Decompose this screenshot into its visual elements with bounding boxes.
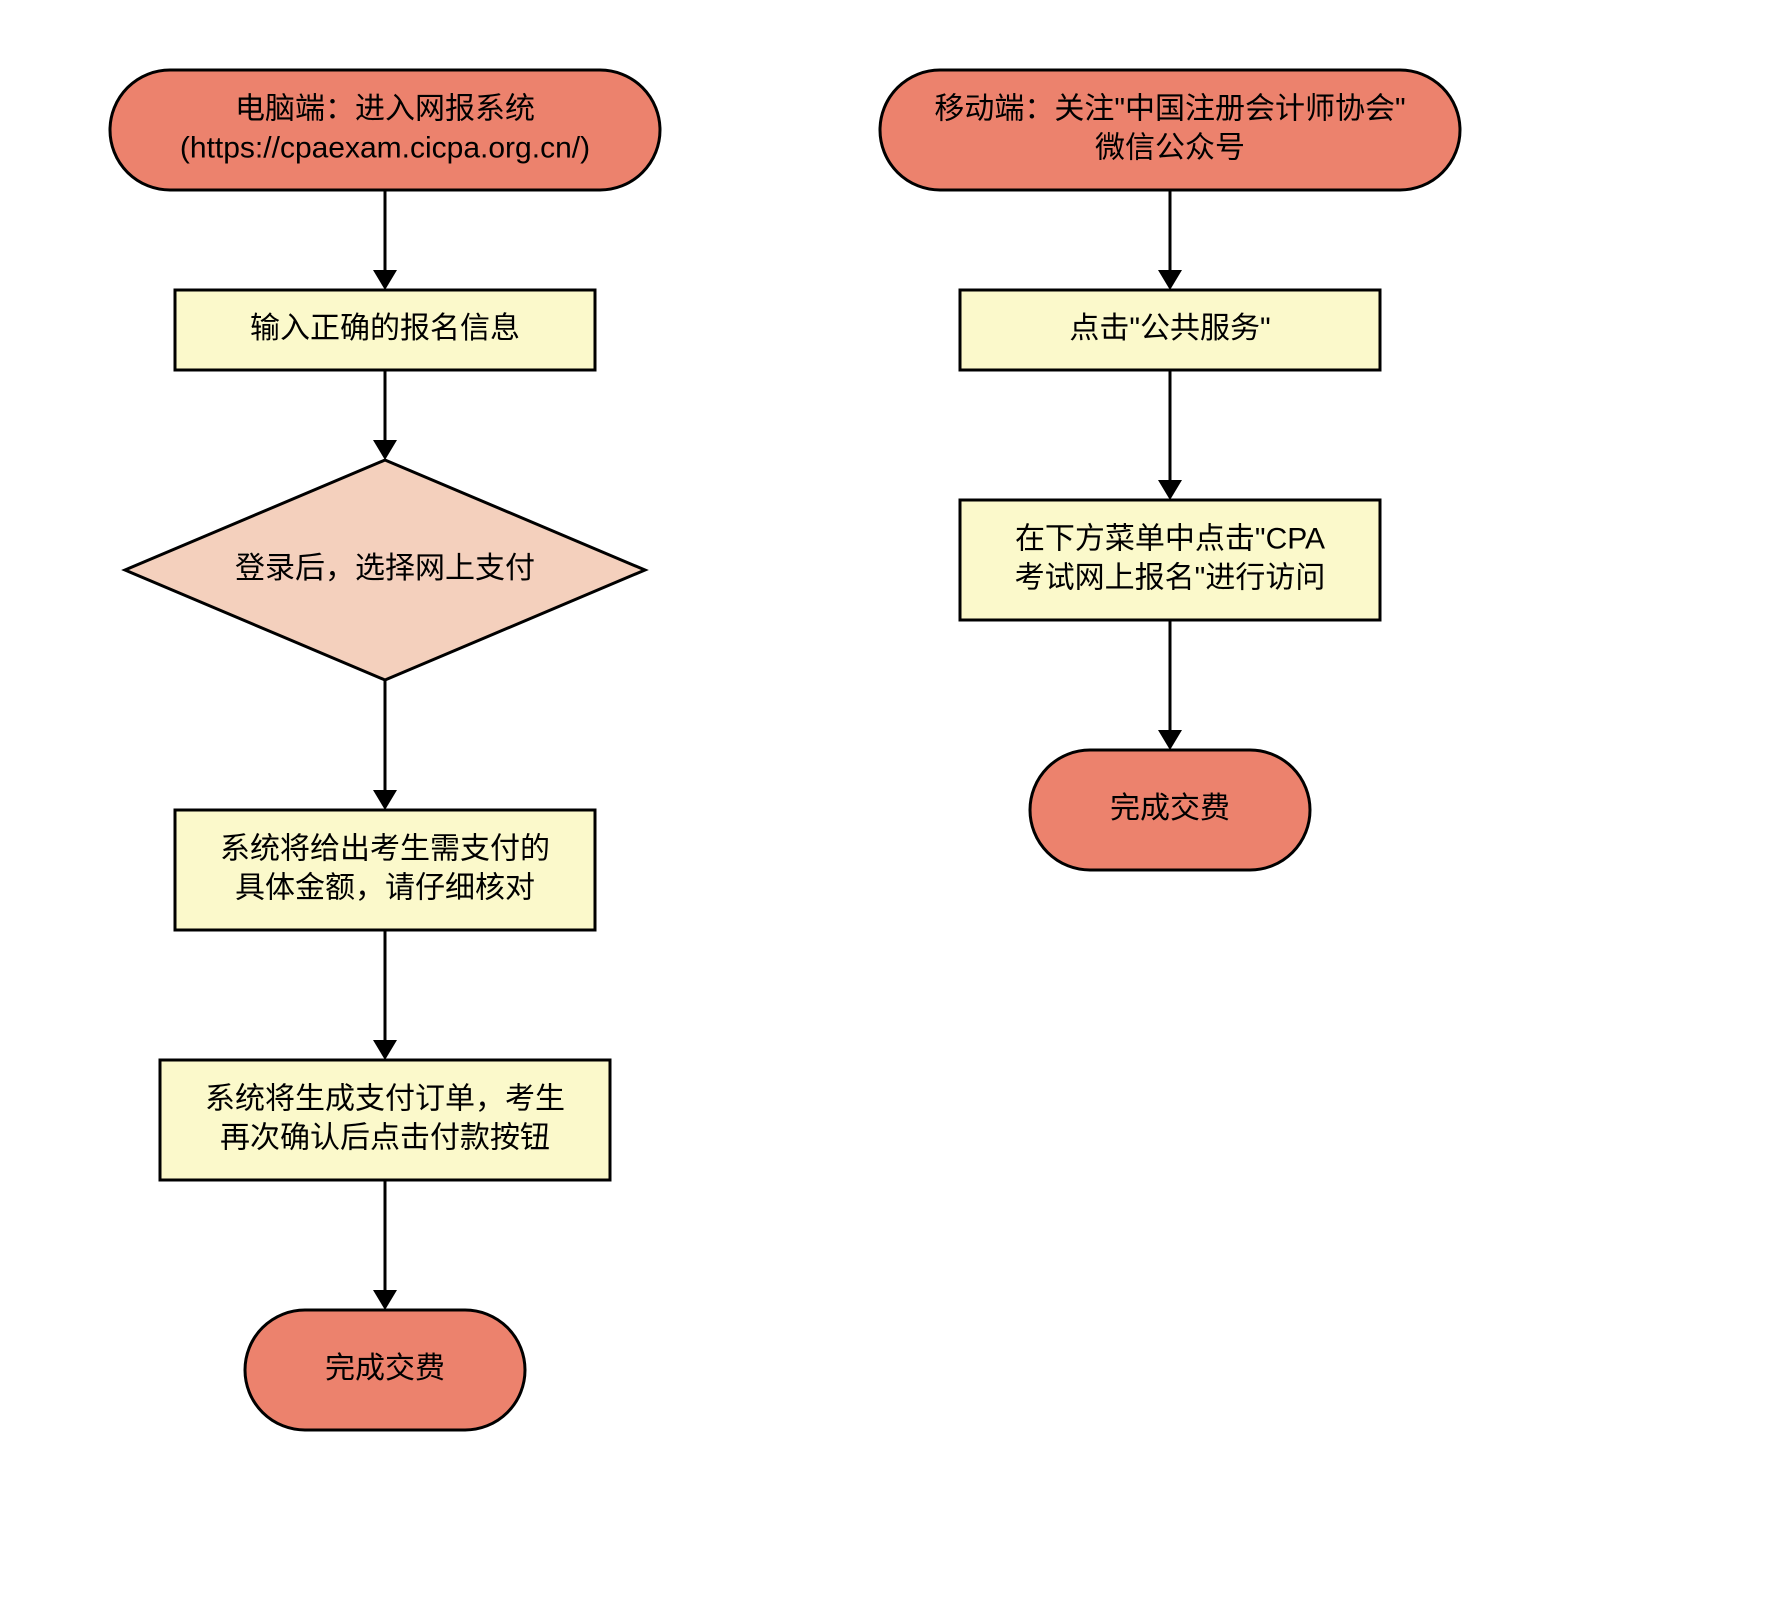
left-start-terminator xyxy=(110,70,660,190)
right-step2-process xyxy=(960,500,1380,620)
flowchart-diagram: 电脑端：进入网报系统 (https://cpaexam.cicpa.org.cn/… xyxy=(0,0,1773,1600)
arrow-7-head xyxy=(1158,730,1182,750)
right-start-terminator xyxy=(880,70,1460,190)
left-decision-diamond-text: 登录后，选择网上支付 xyxy=(235,552,535,585)
arrow-2-head xyxy=(373,790,397,810)
left-step2-process xyxy=(175,810,595,930)
arrow-5-head xyxy=(1158,270,1182,290)
arrow-3-head xyxy=(373,1040,397,1060)
left-start-terminator-text: 电脑端：进入网报系统 xyxy=(235,92,535,125)
right-end-terminator-text: 完成交费 xyxy=(1110,792,1230,825)
right-step2-process-text: 考试网上报名"进行访问 xyxy=(1015,561,1326,594)
left-step3-process-text: 再次确认后点击付款按钮 xyxy=(220,1121,550,1154)
arrow-6-head xyxy=(1158,480,1182,500)
left-start-terminator-text: (https://cpaexam.cicpa.org.cn/) xyxy=(180,131,590,164)
left-end-terminator-text: 完成交费 xyxy=(325,1352,445,1385)
left-step2-process-text: 具体金额，请仔细核对 xyxy=(235,871,535,904)
left-step3-process-text: 系统将生成支付订单，考生 xyxy=(205,1082,565,1115)
left-step1-process-text: 输入正确的报名信息 xyxy=(250,312,520,345)
arrow-4-head xyxy=(373,1290,397,1310)
arrow-1-head xyxy=(373,440,397,460)
left-step2-process-text: 系统将给出考生需支付的 xyxy=(220,832,550,865)
right-start-terminator-text: 微信公众号 xyxy=(1095,131,1245,164)
right-start-terminator-text: 移动端：关注"中国注册会计师协会" xyxy=(934,92,1405,125)
right-step2-process-text: 在下方菜单中点击"CPA xyxy=(1015,522,1325,555)
arrow-0-head xyxy=(373,270,397,290)
left-step3-process xyxy=(160,1060,610,1180)
right-step1-process-text: 点击"公共服务" xyxy=(1069,312,1270,345)
